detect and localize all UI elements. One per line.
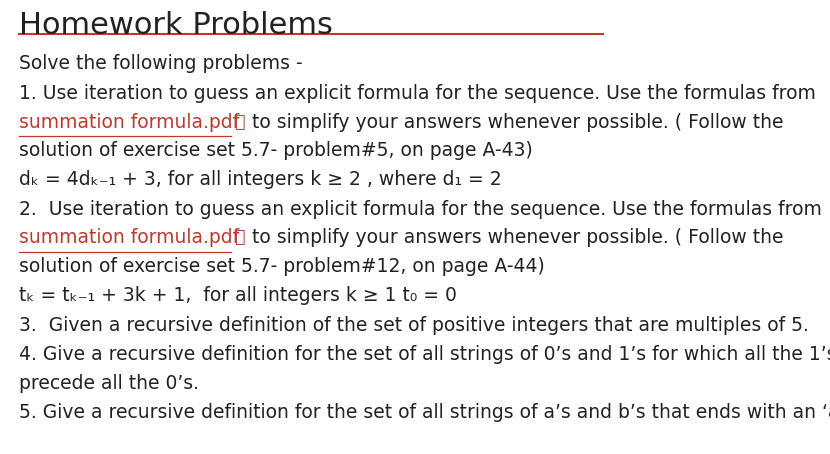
Text: to simplify your answers whenever possible. ( Follow the: to simplify your answers whenever possib…: [246, 228, 784, 247]
Text: 📄: 📄: [235, 228, 245, 247]
Text: Solve the following problems -: Solve the following problems -: [18, 54, 302, 74]
Text: 3.  Given a recursive definition of the set of positive integers that are multip: 3. Given a recursive definition of the s…: [18, 316, 808, 335]
Text: 2.  Use iteration to guess an explicit formula for the sequence. Use the formula: 2. Use iteration to guess an explicit fo…: [18, 200, 822, 219]
Text: solution of exercise set 5.7- problem#5, on page A-43): solution of exercise set 5.7- problem#5,…: [18, 141, 532, 160]
Text: 1. Use iteration to guess an explicit formula for the sequence. Use the formulas: 1. Use iteration to guess an explicit fo…: [18, 84, 816, 103]
Text: 📄: 📄: [235, 113, 245, 131]
Text: to simplify your answers whenever possible. ( Follow the: to simplify your answers whenever possib…: [246, 113, 784, 132]
Text: Homework Problems: Homework Problems: [18, 11, 333, 40]
Text: 5. Give a recursive definition for the set of all strings of a’s and b’s that en: 5. Give a recursive definition for the s…: [18, 403, 830, 422]
Text: summation formula.pdf: summation formula.pdf: [18, 113, 239, 132]
Text: dₖ = 4dₖ₋₁ + 3, for all integers k ≥ 2 , where d₁ = 2: dₖ = 4dₖ₋₁ + 3, for all integers k ≥ 2 ,…: [18, 170, 501, 189]
Text: tₖ = tₖ₋₁ + 3k + 1,  for all integers k ≥ 1 t₀ = 0: tₖ = tₖ₋₁ + 3k + 1, for all integers k ≥…: [18, 286, 456, 305]
Text: precede all the 0’s.: precede all the 0’s.: [18, 374, 198, 393]
Text: 4. Give a recursive definition for the set of all strings of 0’s and 1’s for whi: 4. Give a recursive definition for the s…: [18, 345, 830, 364]
Text: solution of exercise set 5.7- problem#12, on page A-44): solution of exercise set 5.7- problem#12…: [18, 257, 544, 276]
Text: summation formula.pdf: summation formula.pdf: [18, 228, 239, 247]
